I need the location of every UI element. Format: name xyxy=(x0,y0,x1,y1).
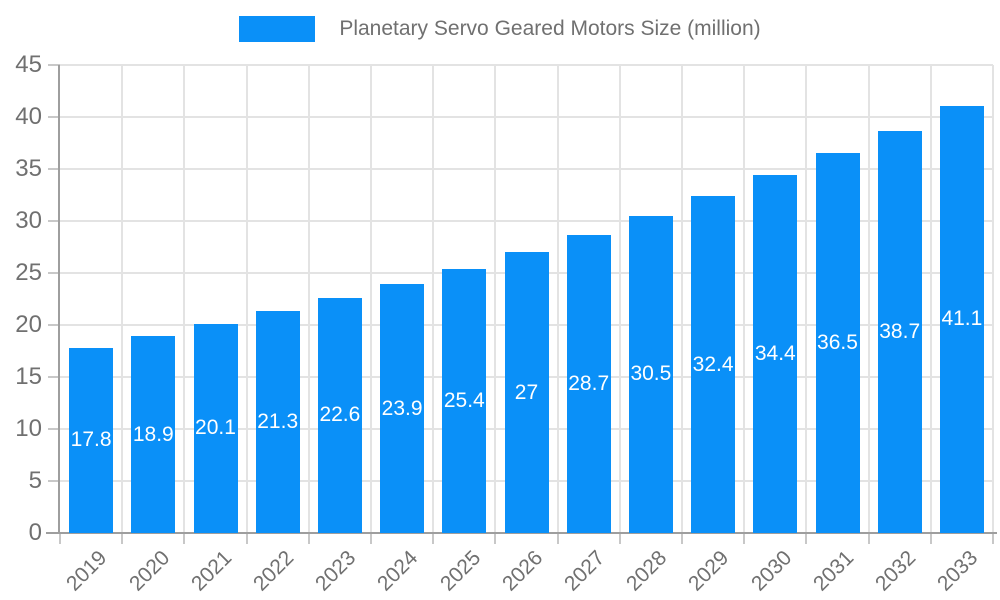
x-axis-tick xyxy=(121,533,124,544)
y-axis-tick xyxy=(48,64,60,66)
x-axis-tick xyxy=(245,533,248,544)
v-gridline xyxy=(929,65,932,533)
x-axis-line xyxy=(46,532,997,534)
v-gridline xyxy=(494,65,497,533)
y-axis-tick-label: 15 xyxy=(15,363,42,390)
v-gridline xyxy=(743,65,746,533)
bar-2024[interactable] xyxy=(380,284,425,533)
x-axis-tick xyxy=(370,533,372,544)
x-axis-tick xyxy=(992,533,994,544)
x-axis-tick-label: 2028 xyxy=(622,546,672,596)
bar-2031[interactable] xyxy=(815,153,860,533)
v-gridline xyxy=(992,65,994,533)
x-axis-tick-label: 2031 xyxy=(808,546,859,596)
x-axis-tick-label: 2030 xyxy=(746,546,796,596)
y-axis-tick-label: 25 xyxy=(15,259,42,286)
bar-2023[interactable] xyxy=(317,297,362,533)
v-gridline xyxy=(370,65,372,533)
x-axis-tick-label: 2029 xyxy=(684,546,734,596)
y-axis-tick-label: 45 xyxy=(15,51,42,78)
bar-2028[interactable] xyxy=(628,215,673,533)
x-axis-tick xyxy=(929,533,932,544)
v-gridline xyxy=(681,65,683,533)
x-axis-tick-label: 2022 xyxy=(248,546,299,596)
legend-swatch-icon xyxy=(239,16,316,42)
y-axis-tick xyxy=(48,168,60,170)
y-axis-line xyxy=(58,65,60,533)
y-axis-tick xyxy=(48,428,60,430)
v-gridline xyxy=(618,65,621,533)
h-gridline xyxy=(60,116,993,118)
x-axis-tick xyxy=(867,533,870,544)
x-axis-tick xyxy=(556,533,559,544)
bar-2025[interactable] xyxy=(442,268,487,533)
x-axis-tick xyxy=(59,533,61,544)
bar-2020[interactable] xyxy=(131,336,176,533)
x-axis-tick-label: 2023 xyxy=(311,546,361,596)
x-axis-tick xyxy=(432,533,435,544)
x-axis-tick-label: 2027 xyxy=(559,546,610,596)
v-gridline xyxy=(805,65,808,533)
v-gridline xyxy=(556,65,559,533)
x-axis-tick xyxy=(494,533,497,544)
y-axis-tick xyxy=(48,480,60,482)
v-gridline xyxy=(245,65,248,533)
bar-2030[interactable] xyxy=(753,175,798,533)
y-axis-tick xyxy=(48,324,60,326)
bar-2026[interactable] xyxy=(504,252,549,533)
y-axis-tick-label: 40 xyxy=(15,103,42,130)
y-axis-tick xyxy=(48,220,60,222)
v-gridline xyxy=(867,65,870,533)
x-axis-tick-label: 2019 xyxy=(62,546,112,596)
bar-2021[interactable] xyxy=(193,323,238,533)
h-gridline xyxy=(60,220,993,222)
y-axis-tick-label: 30 xyxy=(15,207,42,234)
bar-2033[interactable] xyxy=(939,105,984,533)
x-axis-tick xyxy=(618,533,621,544)
v-gridline xyxy=(121,65,124,533)
legend: Planetary Servo Geared Motors Size (mill… xyxy=(0,16,1000,42)
y-axis-tick-label: 0 xyxy=(28,519,42,546)
bar-2027[interactable] xyxy=(566,234,611,533)
x-axis-tick-label: 2021 xyxy=(186,546,237,596)
x-axis-tick-label: 2026 xyxy=(497,546,548,596)
x-axis-tick xyxy=(681,533,683,544)
x-axis-tick xyxy=(183,533,186,544)
bar-2029[interactable] xyxy=(691,196,736,533)
x-axis-tick xyxy=(307,533,310,544)
h-gridline xyxy=(60,64,993,66)
h-gridline xyxy=(60,168,993,170)
x-axis-tick-label: 2033 xyxy=(933,546,983,596)
bar-2022[interactable] xyxy=(255,311,300,533)
x-axis-tick xyxy=(743,533,746,544)
x-axis-tick-label: 2024 xyxy=(373,546,423,596)
v-gridline xyxy=(307,65,310,533)
y-axis-tick xyxy=(48,272,60,274)
bar-2032[interactable] xyxy=(877,130,922,533)
y-axis-tick-label: 10 xyxy=(15,415,42,442)
bar-2019[interactable] xyxy=(69,347,114,533)
y-axis-tick xyxy=(48,376,60,378)
y-axis-tick-label: 20 xyxy=(15,311,42,338)
x-axis-tick-label: 2025 xyxy=(435,546,485,596)
v-gridline xyxy=(432,65,435,533)
legend-label: Planetary Servo Geared Motors Size (mill… xyxy=(339,17,761,40)
y-axis-tick-label: 5 xyxy=(28,467,42,494)
v-gridline xyxy=(183,65,186,533)
legend-item[interactable]: Planetary Servo Geared Motors Size (mill… xyxy=(239,16,761,42)
x-axis-tick-label: 2020 xyxy=(124,546,174,596)
x-axis-tick xyxy=(805,533,808,544)
y-axis-tick xyxy=(48,116,60,118)
x-axis-tick-label: 2032 xyxy=(870,546,921,596)
y-axis-tick-label: 35 xyxy=(15,155,42,182)
